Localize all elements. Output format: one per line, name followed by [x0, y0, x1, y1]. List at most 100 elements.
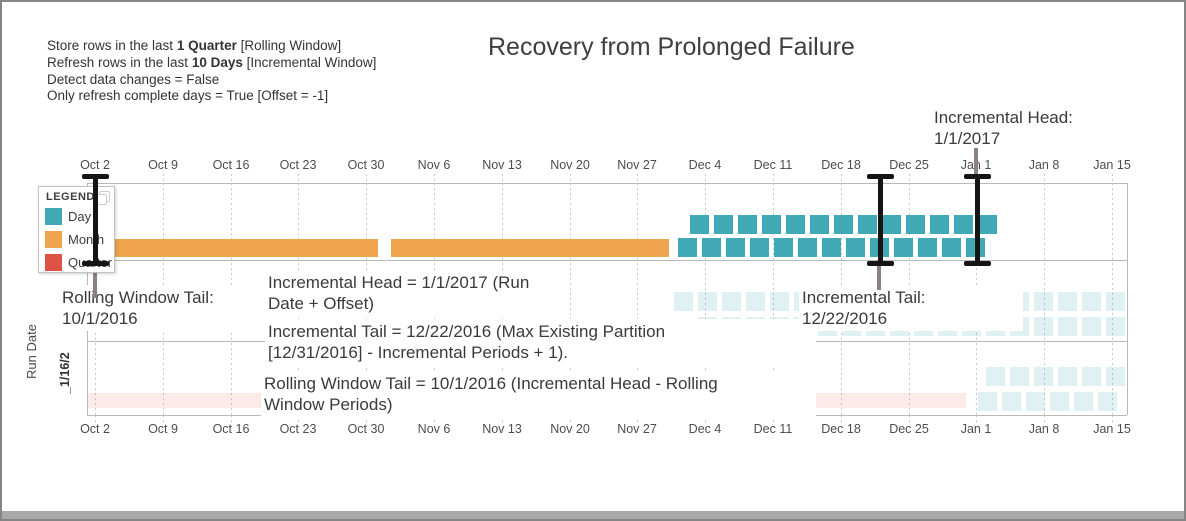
- day-partition-square: [738, 215, 757, 234]
- day-partition-square-faded: [722, 292, 741, 311]
- day-partition-square-faded: [674, 292, 693, 311]
- day-partition-square-faded: [1106, 367, 1125, 386]
- day-partition-square-faded: [1098, 392, 1117, 411]
- incremental-head-formula-line: Incremental Head = 1/1/2017 (Run: [268, 273, 530, 292]
- axis-tick: [1112, 174, 1113, 183]
- x-axis-label-top: Oct 2: [80, 158, 110, 172]
- day-partition-square-faded: [770, 292, 789, 311]
- y-axis-title: Run Date: [24, 324, 39, 380]
- axis-tick: [95, 415, 96, 422]
- legend: LEGEND DayMonthQuarter: [38, 186, 115, 273]
- day-partition-square: [726, 238, 745, 257]
- x-axis-label-bottom: Dec 11: [753, 422, 793, 436]
- x-axis-label-bottom: Dec 18: [821, 422, 861, 436]
- range-marker-cap-top: [964, 174, 991, 179]
- axis-tick: [231, 174, 232, 183]
- row-divider: [87, 260, 1127, 261]
- week-gridline: [705, 183, 706, 415]
- month-partition-bar: [391, 239, 669, 257]
- x-axis-label-bottom: Oct 16: [212, 422, 250, 436]
- axis-tick: [705, 174, 706, 183]
- x-axis-label-bottom: Jan 1: [960, 422, 992, 436]
- incremental-tail-formula-line: [12/31/2016] - Incremental Periods + 1).: [268, 343, 569, 362]
- policy-line-store: Store rows in the last 1 Quarter [Rollin…: [47, 38, 342, 53]
- day-partition-square: [978, 215, 997, 234]
- x-axis-label-top: Nov 13: [482, 158, 522, 172]
- plot-top-line: [87, 183, 1127, 184]
- day-partition-square: [930, 215, 949, 234]
- axis-tick: [502, 415, 503, 422]
- x-axis-label-bottom: Oct 2: [80, 422, 110, 436]
- x-axis-label-bottom: Nov 13: [482, 422, 522, 436]
- day-partition-square-faded: [1034, 292, 1053, 311]
- axis-tick: [909, 174, 910, 183]
- incremental-head-formula: Incremental Head = 1/1/2017 (Run Date + O…: [265, 270, 566, 316]
- day-partition-square-faded: [1034, 317, 1053, 336]
- legend-label: Day: [68, 209, 92, 224]
- day-partition-square: [714, 215, 733, 234]
- legend-label: Month: [68, 232, 105, 247]
- axis-tick: [841, 174, 842, 183]
- day-partition-square-faded: [1002, 392, 1021, 411]
- range-marker-bar: [93, 174, 98, 266]
- day-partition-square: [678, 238, 697, 257]
- day-partition-square-faded: [1058, 367, 1077, 386]
- day-partition-square-faded: [978, 392, 997, 411]
- plot-right-line: [1127, 183, 1128, 415]
- range-marker-cap-bottom: [82, 261, 109, 266]
- axis-tick: [570, 415, 571, 422]
- day-partition-square: [882, 215, 901, 234]
- policy-line-detect: Detect data changes = False: [47, 71, 220, 87]
- axis-tick: [637, 415, 638, 422]
- axis-tick: [637, 174, 638, 183]
- x-axis-label-bottom: Oct 30: [347, 422, 385, 436]
- axis-tick: [163, 415, 164, 422]
- axis-tick: [1112, 415, 1113, 422]
- rolling-window-tail-callout-label-line: 10/1/2016: [62, 309, 138, 328]
- axis-tick: [434, 174, 435, 183]
- x-axis-label-bottom: Jan 15: [1093, 422, 1131, 436]
- day-partition-square: [894, 238, 913, 257]
- day-partition-square-faded: [1082, 317, 1101, 336]
- axis-tick: [434, 415, 435, 422]
- x-axis-label-bottom: Dec 4: [688, 422, 722, 436]
- incremental-tail-formula-line: Incremental Tail = 12/22/2016 (Max Exist…: [268, 322, 666, 341]
- incremental-head-callout-label-line: 1/1/2017: [934, 129, 1001, 148]
- callout-line: [877, 260, 881, 290]
- x-axis-label-top: Dec 18: [821, 158, 861, 172]
- day-partition-square-faded: [698, 292, 717, 311]
- range-marker-bar: [975, 174, 980, 266]
- x-axis-label-top: Dec 4: [688, 158, 722, 172]
- day-partition-square: [750, 238, 769, 257]
- x-axis-label-bottom: Nov 6: [417, 422, 451, 436]
- popout-icon[interactable]: [96, 191, 110, 205]
- x-axis-label-bottom: Oct 9: [148, 422, 178, 436]
- x-axis-label-top: Oct 9: [148, 158, 178, 172]
- axis-tick: [773, 174, 774, 183]
- week-gridline: [773, 183, 774, 415]
- week-gridline: [570, 183, 571, 415]
- callout-line: [974, 148, 978, 177]
- x-axis-label-bottom: Nov 20: [550, 422, 590, 436]
- day-partition-square-faded: [1082, 292, 1101, 311]
- range-marker-cap-bottom: [964, 261, 991, 266]
- policy-line-refresh: Refresh rows in the last 10 Days [Increm…: [47, 54, 377, 70]
- day-partition-square: [690, 215, 709, 234]
- day-partition-square: [918, 238, 937, 257]
- run-date-category-label: _1/16/2: [58, 352, 72, 394]
- incremental-tail-callout-label-line: 12/22/2016: [802, 309, 888, 328]
- x-axis-label-bottom: Oct 23: [279, 422, 317, 436]
- incremental-head-formula-line: Date + Offset): [268, 294, 374, 313]
- day-partition-square: [954, 215, 973, 234]
- x-axis-label-top: Nov 20: [550, 158, 590, 172]
- day-partition-square: [786, 215, 805, 234]
- axis-tick: [366, 415, 367, 422]
- refresh-policy-info: Store rows in the last 1 Quarter [Rollin…: [47, 38, 376, 105]
- week-gridline: [637, 183, 638, 415]
- chart-title: Recovery from Prolonged Failure: [488, 33, 855, 61]
- day-partition-square-faded: [1026, 392, 1045, 411]
- day-partition-square-faded: [1058, 292, 1077, 311]
- day-partition-square: [858, 215, 877, 234]
- day-partition-square-faded: [1074, 392, 1093, 411]
- axis-tick: [163, 174, 164, 183]
